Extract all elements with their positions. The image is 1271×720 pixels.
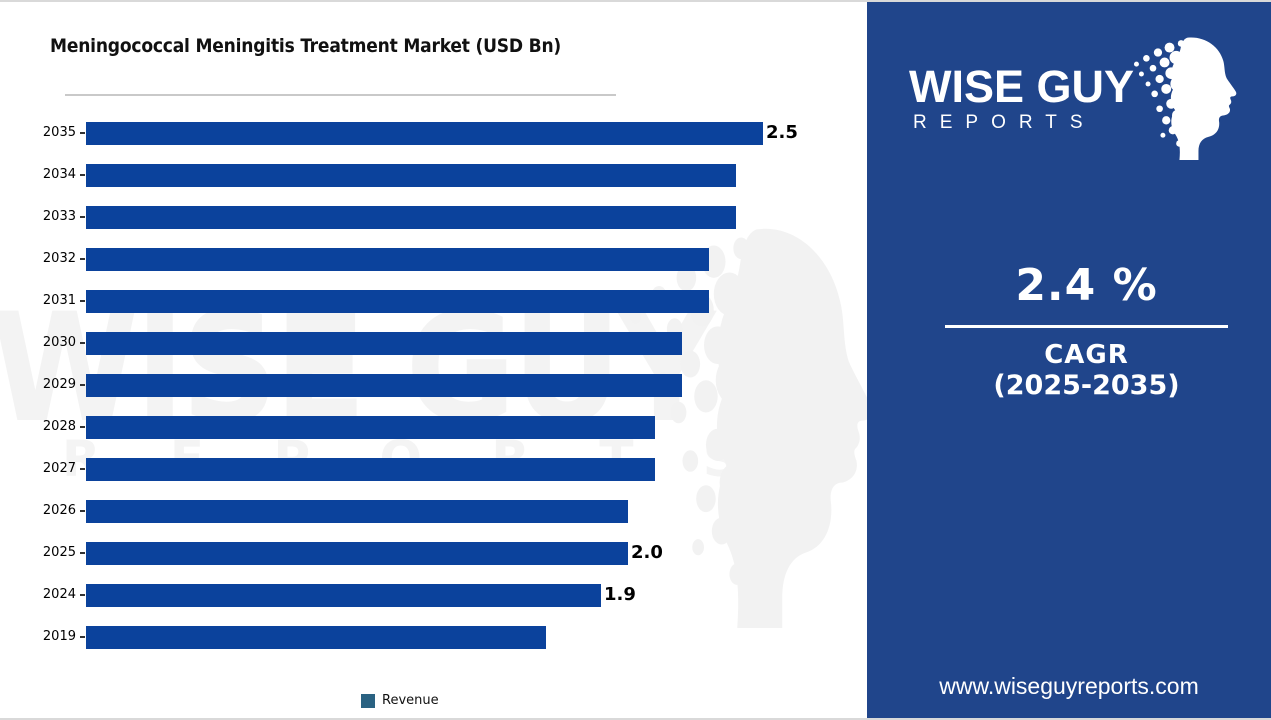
y-tick-mark xyxy=(80,300,85,302)
y-tick-label: 2026 xyxy=(42,503,76,518)
y-tick-mark xyxy=(80,384,85,386)
y-tick-mark xyxy=(80,552,85,554)
y-tick-mark xyxy=(80,132,85,134)
brand-name: WISE GUY xyxy=(909,61,1135,113)
revenue-bar xyxy=(86,584,601,607)
legend-marker xyxy=(361,693,375,708)
cagr-range: (2025-2035) xyxy=(993,370,1180,401)
y-tick-label: 2034 xyxy=(42,167,76,182)
y-tick-label: 2032 xyxy=(42,251,76,266)
y-tick-label: 2025 xyxy=(42,545,76,560)
chart-panel: WISE GUY R E P O R T S Meningococcal Men… xyxy=(0,2,867,718)
legend-label: Revenue xyxy=(382,693,439,708)
bar-row-2032: 2032 xyxy=(0,238,867,280)
legend: Revenue xyxy=(361,693,439,708)
bar-row-2031: 2031 xyxy=(0,280,867,322)
bar-row-2029: 2029 xyxy=(0,364,867,406)
y-tick-label: 2030 xyxy=(42,335,76,350)
y-tick-label: 2027 xyxy=(42,461,76,476)
revenue-bar xyxy=(86,374,682,397)
bar-row-2026: 2026 xyxy=(0,490,867,532)
revenue-bar xyxy=(86,500,628,523)
bar-row-2027: 2027 xyxy=(0,448,867,490)
bar-value-label: 1.9 xyxy=(604,584,636,605)
y-tick-label: 2024 xyxy=(42,587,76,602)
y-tick-mark xyxy=(80,342,85,344)
cagr-divider xyxy=(945,325,1228,328)
brand-logo-text: WISE GUY REPORTS xyxy=(909,62,1134,134)
y-tick-mark xyxy=(80,258,85,260)
revenue-bar xyxy=(86,332,682,355)
revenue-bar xyxy=(86,122,763,145)
brand-subname: REPORTS xyxy=(913,111,1096,133)
y-tick-label: 2019 xyxy=(42,629,76,644)
y-tick-mark xyxy=(80,174,85,176)
chart-title: Meningococcal Meningitis Treatment Marke… xyxy=(50,35,562,57)
y-tick-label: 2033 xyxy=(42,209,76,224)
cagr-value: 2.4 % xyxy=(1015,260,1158,311)
plot-area: 2035 2.5 2034 2033 2032 2031 2030 2029 2028 2027 2… xyxy=(0,112,867,658)
revenue-bar xyxy=(86,626,546,649)
revenue-bar xyxy=(86,206,736,229)
brand-head-icon xyxy=(1134,37,1237,160)
bar-row-2030: 2030 xyxy=(0,322,867,364)
y-tick-mark xyxy=(80,216,85,218)
title-underline xyxy=(65,94,616,96)
bar-row-2024: 2024 1.9 xyxy=(0,574,867,616)
revenue-bar xyxy=(86,290,709,313)
y-tick-label: 2029 xyxy=(42,377,76,392)
revenue-bar xyxy=(86,164,736,187)
revenue-bar xyxy=(86,416,655,439)
bar-row-2033: 2033 xyxy=(0,196,867,238)
y-tick-label: 2031 xyxy=(42,293,76,308)
y-tick-mark xyxy=(80,594,85,596)
sidebar: WISE GUY REPORTS 2.4 % CAGR (2025-2035) … xyxy=(867,2,1271,718)
cagr-title: CAGR xyxy=(1044,340,1129,370)
cagr-block: 2.4 % CAGR (2025-2035) xyxy=(945,260,1228,401)
bar-row-2034: 2034 xyxy=(0,154,867,196)
bar-value-label: 2.0 xyxy=(631,542,663,563)
bar-row-2028: 2028 xyxy=(0,406,867,448)
website-url: www.wiseguyreports.com xyxy=(939,673,1199,699)
revenue-bar xyxy=(86,542,628,565)
y-tick-mark xyxy=(80,426,85,428)
brand-logo: WISE GUY REPORTS xyxy=(909,36,1250,160)
y-tick-mark xyxy=(80,636,85,638)
bar-value-label: 2.5 xyxy=(766,122,798,143)
y-tick-mark xyxy=(80,468,85,470)
bar-row-2035: 2035 2.5 xyxy=(0,112,867,154)
bar-row-2025: 2025 2.0 xyxy=(0,532,867,574)
bar-row-2019: 2019 xyxy=(0,616,867,658)
y-tick-label: 2028 xyxy=(42,419,76,434)
revenue-bar xyxy=(86,248,709,271)
y-tick-label: 2035 xyxy=(42,125,76,140)
y-tick-mark xyxy=(80,510,85,512)
revenue-bar xyxy=(86,458,655,481)
